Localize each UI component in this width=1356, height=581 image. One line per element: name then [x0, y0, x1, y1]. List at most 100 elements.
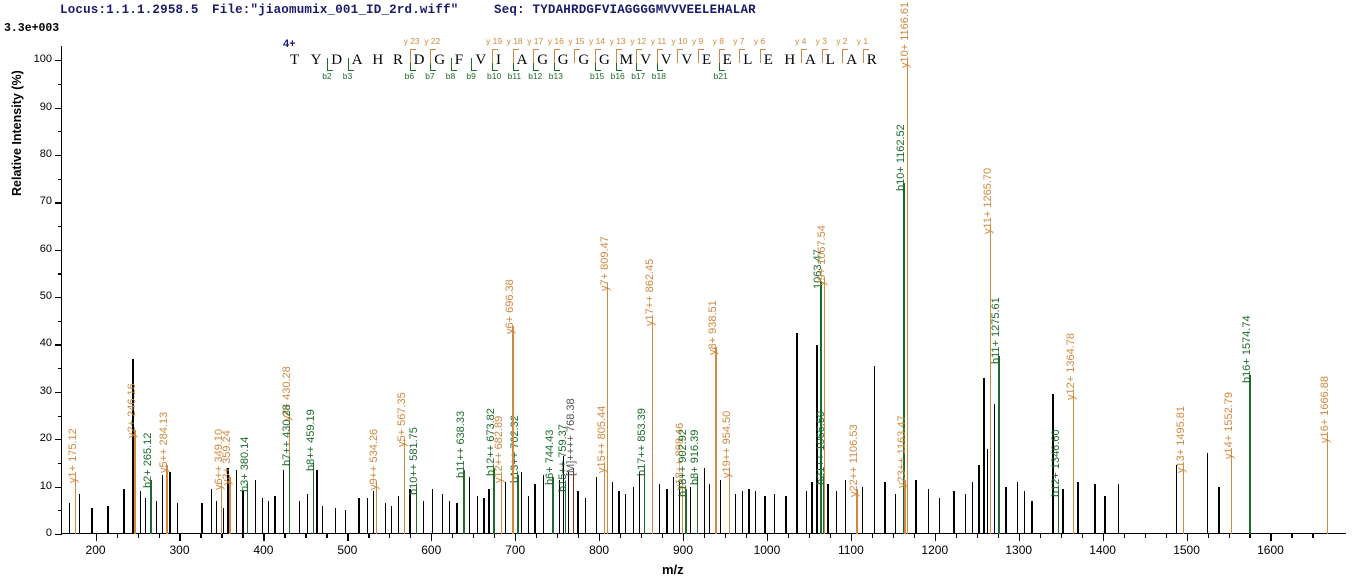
y-axis-tick	[55, 202, 62, 204]
b-ion-tag: b7	[425, 71, 435, 81]
x-axis-minor-tick	[976, 534, 978, 538]
b-ion-marker-foot	[492, 70, 498, 71]
y-axis-tick-label: 100	[33, 53, 52, 66]
spectrum-peak	[372, 491, 374, 534]
b-ion-marker-foot	[327, 70, 334, 71]
spectrum-peak	[390, 505, 393, 534]
peak-label: y22++ 1106.53	[848, 424, 861, 497]
spectrum-peak-b	[415, 486, 418, 534]
peak-label: y5+ 567.35	[395, 392, 408, 448]
spectrum-peak	[1094, 484, 1096, 534]
x-axis-tick	[683, 534, 685, 541]
y-axis-minor-tick	[58, 131, 62, 133]
sequence-residue: V	[681, 52, 693, 68]
x-axis-title: m/z	[662, 562, 684, 577]
peak-label: y7+ 809.47	[599, 236, 612, 291]
x-axis-tick	[515, 534, 517, 541]
peak-label: b17++ 853.39	[635, 407, 648, 476]
x-axis-tick	[599, 534, 601, 541]
spectrum-peak-y	[715, 346, 717, 534]
spectrum-peak	[1017, 481, 1019, 534]
spectrum-peak	[1206, 453, 1208, 534]
spectrum-peak	[527, 496, 530, 534]
y-ion-tag: y 15	[568, 36, 585, 46]
x-axis-minor-tick	[305, 534, 307, 538]
x-axis-minor-tick	[724, 534, 727, 538]
charge-state-label: 4+	[283, 38, 296, 50]
x-axis-minor-tick	[745, 534, 748, 538]
y-axis-tick-label: 10	[39, 479, 52, 492]
spectrum-peak	[534, 484, 536, 534]
spectrum-peak	[161, 474, 164, 534]
b-ion-marker	[471, 58, 473, 71]
y-ion-tag: y 17	[527, 36, 544, 46]
spectrum-peak	[755, 491, 757, 534]
x-axis-tick	[934, 534, 936, 541]
spectrum-peak	[704, 467, 706, 534]
spectrum-peak-y	[220, 481, 223, 534]
peak-label: b12+ 1346.60	[1049, 429, 1062, 497]
spectrum-peak-y	[1073, 391, 1075, 534]
spectrum-peak-precursor	[572, 467, 574, 534]
y-ion-marker-head	[595, 49, 601, 50]
spectrum-peak-y	[166, 465, 168, 534]
spectrum-peak	[658, 484, 660, 534]
b-ion-marker	[409, 58, 411, 71]
y-ion-marker-head	[677, 49, 684, 50]
y-ion-marker	[615, 49, 617, 63]
x-axis-tick-label: 500	[337, 543, 358, 557]
spectrum-peak	[176, 503, 179, 534]
y-ion-marker-head	[615, 49, 622, 50]
b-ion-marker-foot	[347, 70, 354, 71]
y-axis-tick	[55, 297, 62, 299]
b-ion-tag: b2	[322, 71, 332, 81]
b-ion-tag: b16	[610, 71, 625, 81]
y-axis-tick	[55, 534, 62, 536]
spectrum-peak	[456, 503, 458, 534]
peak-label: y15++ 805.44	[595, 406, 608, 474]
y-axis-tick	[55, 439, 62, 441]
spectrum-peak-y	[856, 489, 858, 534]
y-ion-marker-head	[698, 49, 704, 50]
x-axis-minor-tick	[1312, 534, 1314, 538]
spectrum-peak-b	[1057, 489, 1060, 534]
b-ion-marker	[512, 58, 514, 71]
y-ion-marker-head	[801, 49, 807, 50]
x-axis-minor-tick	[389, 534, 391, 538]
x-axis-minor-tick	[1060, 534, 1062, 538]
x-axis-minor-tick	[787, 534, 790, 538]
peak-label: b7++ 430.28	[280, 404, 293, 467]
x-axis-minor-tick	[221, 534, 223, 538]
y-axis-minor-tick	[58, 83, 62, 86]
spectrum-peak	[1023, 491, 1026, 534]
peak-label: y12++ 682.89	[492, 415, 505, 483]
peak-label: y9++ 534.26	[368, 428, 381, 490]
b-ion-tag: b3	[342, 71, 353, 81]
b-ion-marker	[656, 58, 658, 71]
spectrum-peak	[595, 477, 598, 534]
spectrum-peak-y	[989, 226, 992, 534]
spectrum-peak	[672, 477, 675, 534]
b-ion-marker	[533, 58, 535, 71]
spectrum-peak	[938, 498, 941, 534]
peak-label: y16+ 1666.88	[1318, 375, 1331, 443]
x-axis-minor-tick	[808, 534, 811, 538]
x-axis-minor-tick	[997, 534, 999, 538]
x-axis-minor-tick	[242, 534, 244, 538]
b-ion-marker-foot	[595, 70, 601, 71]
spectrum-peak-y	[728, 470, 731, 534]
x-axis-tick-label: 1500	[1173, 543, 1200, 557]
spectrum-peak-b	[552, 477, 554, 534]
spectrum-peak	[448, 500, 451, 534]
x-axis-tick-label: 700	[505, 543, 526, 557]
spectrum-peak	[358, 498, 360, 534]
spectrum-peak	[978, 465, 980, 534]
b-ion-tag: b11	[507, 71, 522, 81]
x-axis-tick	[95, 534, 97, 541]
x-axis-minor-tick	[1249, 534, 1251, 538]
peak-label: b6+ 744.43	[544, 429, 557, 486]
peak-label: y11+ 1265.70	[981, 167, 994, 235]
file-label: File:"jiaomumix_001_ID_2rd.wiff"	[212, 3, 459, 17]
peak-label: b11++ 638.33	[455, 410, 468, 479]
y-ion-tag: y 2	[836, 36, 848, 46]
